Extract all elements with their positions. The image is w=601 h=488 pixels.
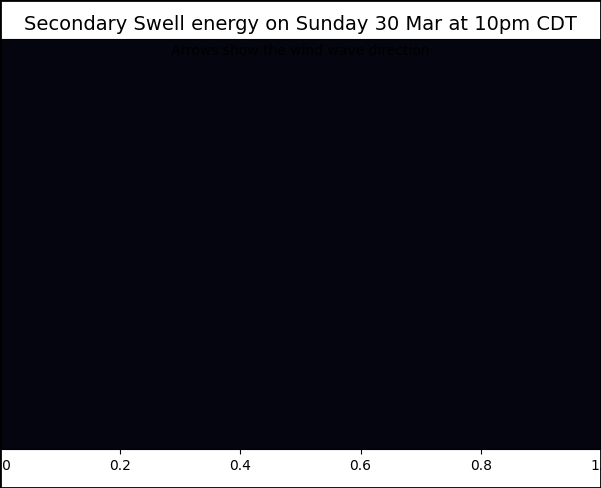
- Text: Secondary Swell energy on Sunday 30 Mar at 10pm CDT: Secondary Swell energy on Sunday 30 Mar …: [24, 15, 577, 34]
- Text: Arrows show the wind wave direction: Arrows show the wind wave direction: [171, 44, 430, 58]
